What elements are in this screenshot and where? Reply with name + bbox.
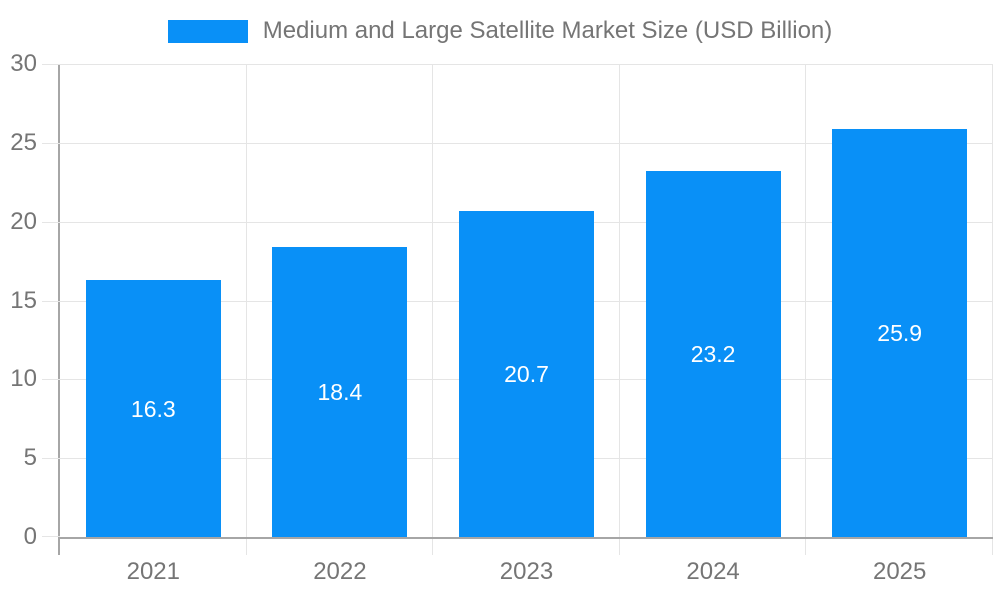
bar-2021[interactable] xyxy=(85,280,221,537)
bar-value-label: 23.2 xyxy=(690,341,736,368)
x-axis-tick-mark xyxy=(432,539,434,555)
y-axis-tick-label: 10 xyxy=(10,365,37,393)
legend-swatch-icon xyxy=(167,19,248,43)
y-axis-tick-mark xyxy=(42,458,60,460)
gridline-horizontal xyxy=(60,64,993,65)
bar-value-label: 20.7 xyxy=(504,360,549,387)
x-axis-tick-label: 2024 xyxy=(686,558,740,585)
bar-2025[interactable] xyxy=(832,128,968,537)
y-axis-tick-label: 30 xyxy=(10,50,37,77)
bar-2022[interactable] xyxy=(272,246,408,537)
gridline-vertical xyxy=(245,64,247,537)
gridline-vertical xyxy=(618,64,620,537)
gridline-vertical xyxy=(992,64,993,537)
gridline-vertical xyxy=(432,64,434,537)
x-axis-tick-label: 2023 xyxy=(499,558,554,585)
y-axis-tick-mark xyxy=(42,142,60,144)
x-axis-tick-label: 2021 xyxy=(126,558,180,585)
x-axis-tick-mark xyxy=(618,539,620,555)
y-axis-tick-label: 5 xyxy=(23,444,37,472)
x-axis-tick-mark xyxy=(805,539,807,555)
x-axis-tick-label: 2022 xyxy=(313,558,367,585)
x-axis-tick-label: 2025 xyxy=(872,558,927,585)
bar-2023[interactable] xyxy=(459,210,594,537)
y-axis-tick-label: 25 xyxy=(10,128,37,156)
y-axis-tick-label: 20 xyxy=(10,207,37,235)
y-axis-tick-mark xyxy=(42,379,60,381)
legend-label: Medium and Large Satellite Market Size (… xyxy=(262,17,833,44)
plot-area: 16.3 18.4 20.7 23.2 25.9 xyxy=(58,64,993,539)
bar-2024[interactable] xyxy=(645,171,781,537)
legend[interactable]: Medium and Large Satellite Market Size (… xyxy=(0,17,1000,45)
y-axis-tick-mark xyxy=(42,300,60,302)
y-axis-tick-mark xyxy=(42,64,60,65)
x-axis-tick-mark xyxy=(245,539,247,555)
x-axis-tick-mark xyxy=(992,539,993,555)
y-axis-extension xyxy=(58,539,60,555)
y-axis-tick-label: 0 xyxy=(23,523,37,550)
gridline-vertical xyxy=(805,64,807,537)
y-axis-tick-label: 15 xyxy=(10,286,37,314)
bar-value-label: 18.4 xyxy=(317,378,363,405)
gridline-horizontal xyxy=(60,142,993,144)
bar-value-label: 16.3 xyxy=(130,395,176,422)
y-axis-tick-mark xyxy=(42,221,60,223)
y-axis-tick-mark xyxy=(42,536,60,537)
bar-value-label: 25.9 xyxy=(877,319,923,346)
